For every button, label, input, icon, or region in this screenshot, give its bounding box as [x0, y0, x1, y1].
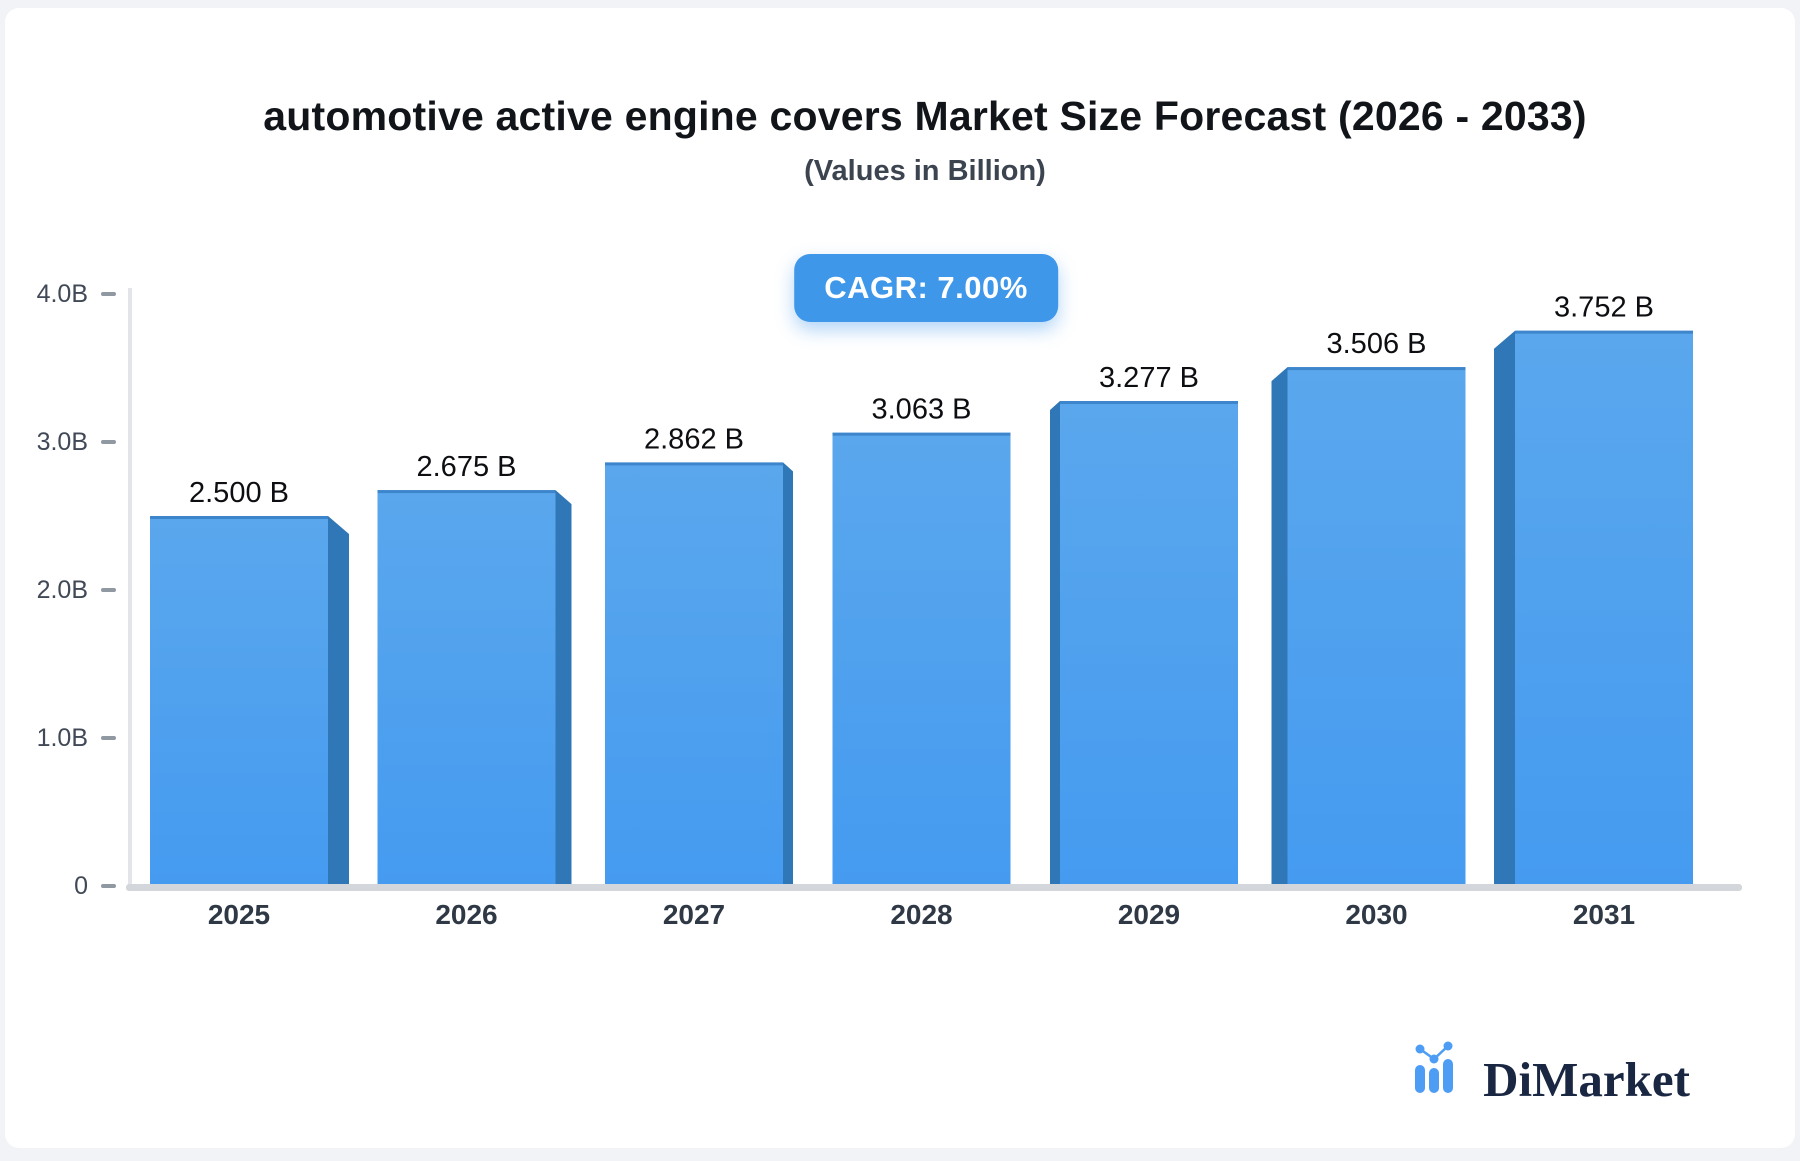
svg-text:3.063 B: 3.063 B	[872, 394, 972, 426]
svg-text:3.0B: 3.0B	[37, 428, 88, 456]
cagr-badge: CAGR: 7.00%	[794, 254, 1058, 322]
svg-text:2026: 2026	[435, 899, 497, 930]
svg-text:2.0B: 2.0B	[37, 576, 88, 604]
svg-text:1.0B: 1.0B	[37, 724, 88, 752]
svg-text:2025: 2025	[208, 899, 270, 930]
svg-text:2.500 B: 2.500 B	[189, 477, 289, 509]
svg-text:2030: 2030	[1345, 899, 1407, 930]
svg-text:3.752 B: 3.752 B	[1554, 292, 1654, 324]
brand-logo-text: DiMarket	[1483, 1052, 1690, 1107]
svg-text:3.277 B: 3.277 B	[1099, 362, 1199, 394]
svg-text:2.675 B: 2.675 B	[417, 451, 517, 483]
svg-text:2027: 2027	[663, 899, 725, 930]
svg-text:3.506 B: 3.506 B	[1327, 328, 1427, 360]
bar-line-chart-icon	[1411, 1039, 1469, 1104]
svg-text:2029: 2029	[1118, 899, 1180, 930]
svg-text:2.862 B: 2.862 B	[644, 423, 744, 455]
brand-logo: DiMarket	[1411, 1039, 1690, 1104]
svg-text:0: 0	[74, 872, 88, 900]
svg-text:2028: 2028	[890, 899, 952, 930]
svg-text:2031: 2031	[1573, 899, 1635, 930]
svg-text:4.0B: 4.0B	[37, 280, 88, 308]
